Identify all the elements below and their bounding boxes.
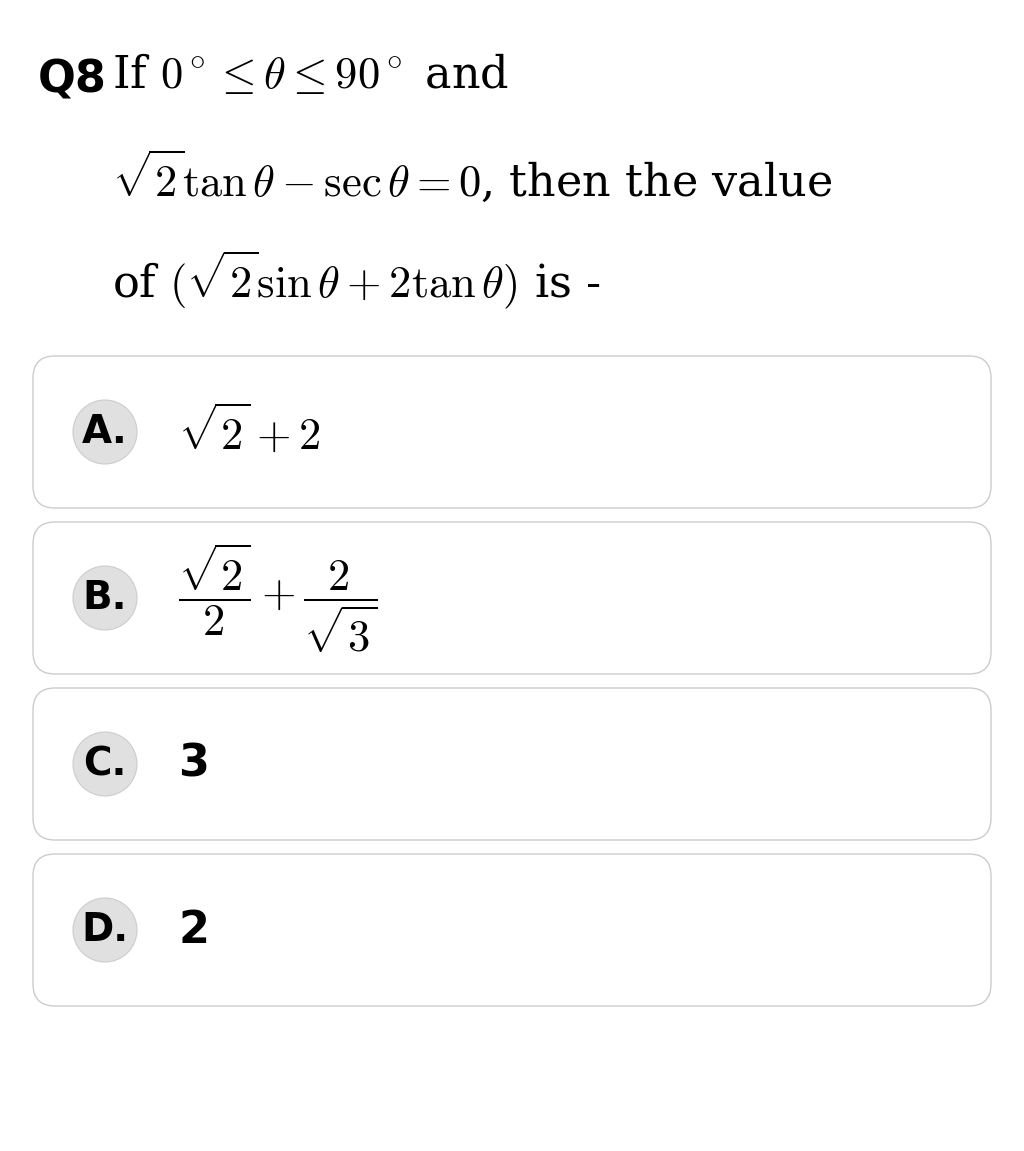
Circle shape <box>73 898 137 962</box>
Text: $\dfrac{\sqrt{2}}{2} + \dfrac{2}{\sqrt{3}}$: $\dfrac{\sqrt{2}}{2} + \dfrac{2}{\sqrt{3… <box>178 541 377 655</box>
Text: 2: 2 <box>178 908 209 952</box>
Text: Q8: Q8 <box>38 58 106 101</box>
Text: $\sqrt{2}\tan\theta - \sec\theta = 0$, then the value: $\sqrt{2}\tan\theta - \sec\theta = 0$, t… <box>112 148 833 205</box>
Text: If $0^\circ \leq \theta \leq 90^\circ$ and: If $0^\circ \leq \theta \leq 90^\circ$ a… <box>112 52 509 97</box>
Text: $\sqrt{2} + 2$: $\sqrt{2} + 2$ <box>178 405 321 459</box>
Text: 3: 3 <box>178 742 209 785</box>
Text: of $(\sqrt{2}\sin\theta + 2\tan\theta)$ is -: of $(\sqrt{2}\sin\theta + 2\tan\theta)$ … <box>112 247 600 311</box>
FancyBboxPatch shape <box>33 356 991 508</box>
Text: A.: A. <box>82 413 128 451</box>
FancyBboxPatch shape <box>33 688 991 840</box>
Text: D.: D. <box>82 910 129 950</box>
FancyBboxPatch shape <box>33 854 991 1006</box>
Circle shape <box>73 732 137 796</box>
Text: B.: B. <box>83 579 127 617</box>
Text: C.: C. <box>83 745 127 783</box>
Circle shape <box>73 566 137 630</box>
Circle shape <box>73 401 137 464</box>
FancyBboxPatch shape <box>33 523 991 674</box>
